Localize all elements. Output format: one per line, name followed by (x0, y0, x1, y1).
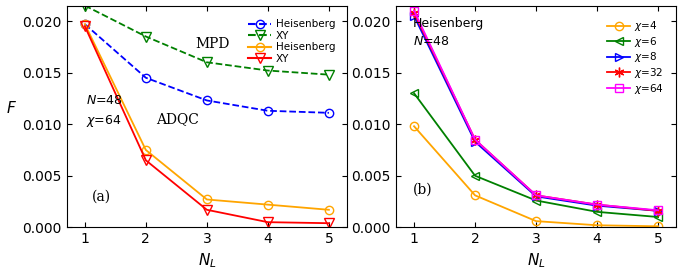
$\chi$=8 (532, 195, 540, 198)
$\chi$=64 (471, 138, 479, 141)
Legend: Heisenberg, XY, Heisenberg, XY: Heisenberg, XY, Heisenberg, XY (244, 15, 339, 68)
$\chi$=32 (654, 209, 662, 213)
$\chi$=4 (410, 124, 418, 128)
$\chi$=4 (471, 194, 479, 197)
$\chi$=6 (471, 174, 479, 177)
$\chi$=8 (471, 140, 479, 143)
Text: (b): (b) (413, 183, 432, 197)
Line: $\chi$=64: $\chi$=64 (410, 7, 662, 214)
$\chi$=8 (410, 14, 418, 18)
Text: (a): (a) (92, 190, 111, 204)
Line: $\chi$=32: $\chi$=32 (409, 8, 663, 216)
Y-axis label: $F$: $F$ (5, 100, 16, 116)
X-axis label: $N_L$: $N_L$ (527, 252, 546, 270)
$\chi$=8 (593, 204, 602, 207)
Text: Heisenberg
$\mathit{N}$=48: Heisenberg $\mathit{N}$=48 (413, 17, 484, 48)
X-axis label: $N_L$: $N_L$ (198, 252, 216, 270)
$\chi$=6 (532, 199, 540, 202)
$\chi$=4 (593, 224, 602, 227)
$\chi$=64 (532, 194, 540, 197)
$\chi$=64 (410, 9, 418, 12)
Text: MPD: MPD (196, 37, 230, 51)
$\chi$=32 (593, 203, 602, 206)
$\chi$=6 (593, 210, 602, 214)
$\chi$=32 (532, 194, 540, 197)
$\chi$=4 (654, 225, 662, 228)
$\chi$=6 (410, 92, 418, 95)
$\chi$=8 (654, 209, 662, 213)
$\chi$=4 (532, 219, 540, 223)
$\chi$=32 (471, 138, 479, 141)
Legend: $\chi$=4, $\chi$=6, $\chi$=8, $\chi$=32, $\chi$=64: $\chi$=4, $\chi$=6, $\chi$=8, $\chi$=32,… (603, 15, 668, 100)
Line: $\chi$=6: $\chi$=6 (410, 89, 662, 221)
Line: $\chi$=8: $\chi$=8 (410, 12, 662, 215)
$\chi$=64 (593, 203, 602, 206)
$\chi$=6 (654, 215, 662, 219)
Line: $\chi$=4: $\chi$=4 (410, 122, 662, 230)
$\chi$=64 (654, 209, 662, 212)
Text: ADQC: ADQC (156, 112, 199, 126)
$\chi$=32 (410, 11, 418, 14)
Text: $\mathit{N}$=48
$\chi$=64: $\mathit{N}$=48 $\chi$=64 (86, 94, 123, 129)
